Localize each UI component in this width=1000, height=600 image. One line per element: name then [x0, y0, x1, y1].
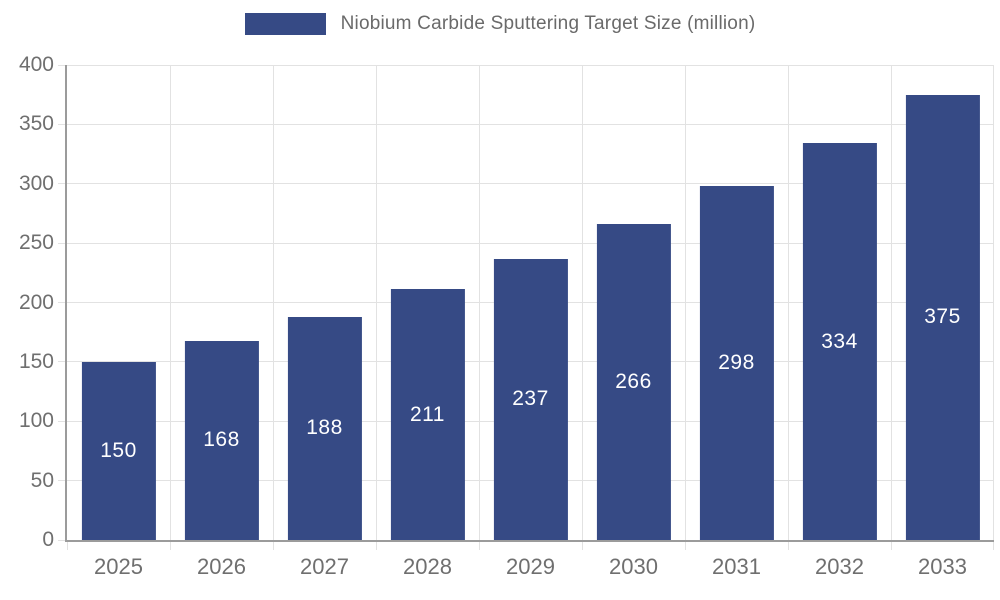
y-tick-label: 250 [18, 231, 54, 255]
plot-area: 0 50 100 150 200 250 300 350 400 150 2025 168 2026 18… [19, 53, 994, 579]
y-tick-label: 150 [18, 349, 54, 373]
x-tick-mark [993, 542, 994, 550]
x-tick-mark [376, 542, 377, 550]
x-tick-mark [170, 542, 171, 550]
v-gridline [685, 65, 686, 540]
bar-value-label: 150 [100, 438, 137, 462]
h-gridline [67, 64, 994, 66]
bar-value-label: 334 [821, 329, 858, 353]
x-tick-label: 2025 [94, 554, 143, 579]
bar-slot: 334 [788, 65, 891, 540]
y-tick-label: 0 [42, 528, 54, 551]
bar-value-label: 237 [512, 387, 549, 411]
bar: 298 [699, 186, 774, 540]
x-tick-mark [685, 542, 686, 550]
bar-slot: 168 [170, 65, 273, 540]
y-tick-mark [58, 420, 65, 422]
x-tick-label: 2029 [506, 554, 555, 579]
h-gridline [67, 123, 994, 125]
x-tick-mark [582, 542, 583, 550]
legend-swatch [244, 13, 326, 35]
bar: 150 [81, 361, 156, 540]
h-gridline [67, 183, 994, 185]
bar: 211 [390, 289, 465, 540]
x-tick-mark [891, 542, 892, 550]
bar: 375 [905, 94, 980, 540]
y-tick-label: 400 [18, 53, 54, 76]
v-gridline [891, 65, 892, 540]
bar: 334 [802, 143, 877, 540]
y-tick-mark [58, 64, 65, 66]
y-tick-mark [58, 302, 65, 303]
bar: 188 [287, 316, 362, 540]
x-tick-label: 2031 [712, 554, 761, 579]
bar-value-label: 266 [615, 370, 652, 394]
x-tick-mark [788, 542, 789, 550]
x-tick-label: 2026 [197, 554, 246, 579]
x-tick-mark [273, 542, 274, 550]
v-gridline [788, 65, 789, 540]
v-gridline [582, 65, 583, 540]
bar: 266 [596, 224, 671, 540]
y-tick-mark [58, 361, 65, 363]
x-tick-label: 2030 [609, 554, 658, 579]
bar-slot: 375 [891, 65, 994, 540]
y-tick-mark [58, 242, 65, 244]
bar-slot: 211 [376, 65, 479, 540]
x-tick-mark [479, 542, 480, 550]
y-tick-label: 50 [30, 468, 54, 492]
bar: 168 [184, 340, 259, 540]
y-tick-mark [58, 123, 65, 125]
bar-slot: 298 [685, 65, 788, 540]
bar: 237 [493, 258, 568, 540]
bar-value-label: 375 [924, 305, 961, 329]
bar-slot: 188 [273, 65, 376, 540]
bar-value-label: 298 [718, 351, 755, 375]
v-gridline [170, 65, 171, 540]
bar-slot: 150 [67, 65, 170, 540]
bar-slot: 266 [582, 65, 685, 540]
y-tick-label: 100 [18, 409, 54, 433]
x-tick-mark [67, 542, 68, 550]
legend[interactable]: Niobium Carbide Sputtering Target Size (… [0, 13, 1000, 35]
y-tick-mark [58, 539, 65, 541]
x-tick-label: 2028 [403, 554, 452, 579]
legend-label: Niobium Carbide Sputtering Target Size (… [340, 13, 756, 34]
bar-slot: 237 [479, 65, 582, 540]
v-gridline [376, 65, 377, 540]
x-tick-label: 2032 [815, 554, 864, 579]
y-tick-label: 200 [18, 290, 54, 314]
v-gridline [479, 65, 480, 540]
y-tick-label: 300 [18, 171, 54, 195]
y-tick-label: 350 [18, 112, 54, 136]
h-gridline [67, 242, 994, 244]
bar-value-label: 211 [410, 402, 445, 426]
bar-value-label: 188 [306, 416, 343, 440]
y-tick-mark [58, 480, 65, 482]
bar-value-label: 168 [203, 428, 240, 452]
y-tick-mark [58, 183, 65, 185]
x-tick-label: 2033 [918, 554, 967, 579]
x-tick-label: 2027 [300, 554, 349, 579]
v-gridline [993, 65, 994, 540]
v-gridline [273, 65, 274, 540]
